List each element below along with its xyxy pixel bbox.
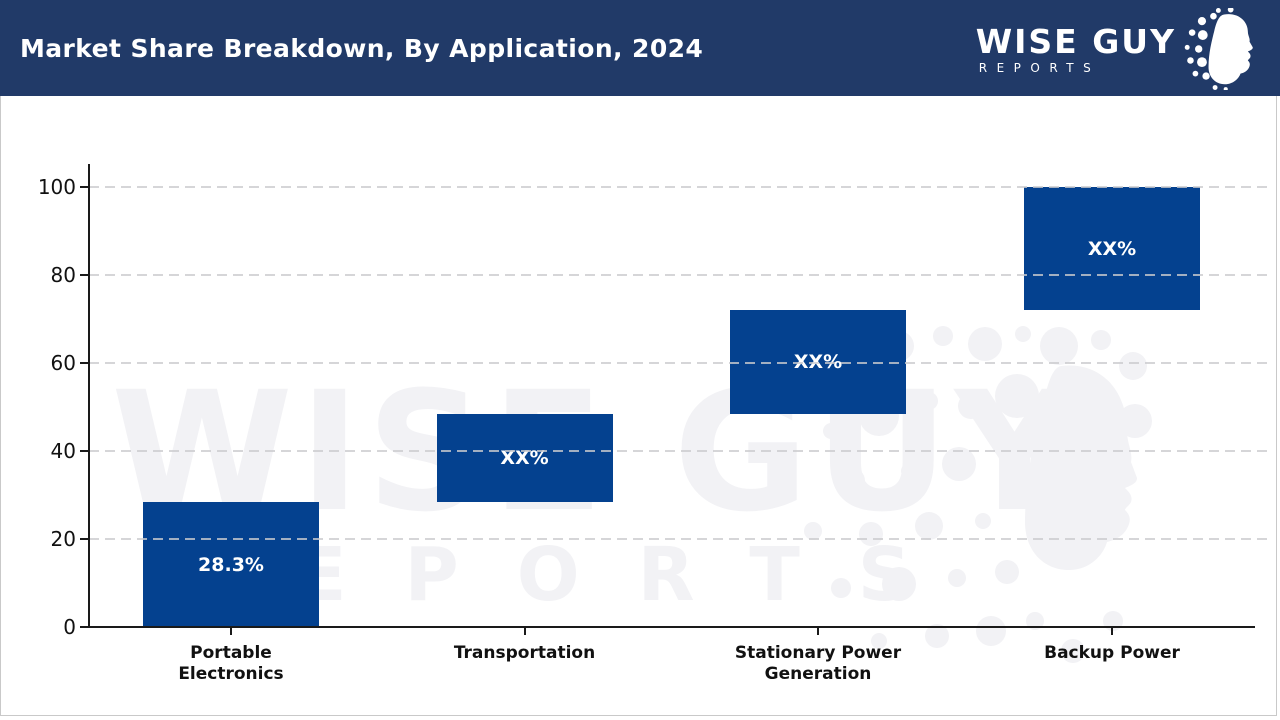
y-tick (80, 626, 89, 628)
chart-area: WISE GUY REPORTS (0, 96, 1277, 716)
y-tick-label: 80 (50, 263, 76, 287)
brand-logo-text: WISE GUY REPORTS (976, 25, 1176, 74)
bar-value-label: 28.3% (198, 553, 264, 576)
bar-value-label: XX% (500, 447, 549, 470)
x-category-label: Stationary Power Generation (698, 643, 938, 685)
x-category-label-line: Electronics (178, 664, 284, 684)
y-tick-label: 40 (50, 439, 76, 463)
x-tick (230, 628, 232, 635)
x-category-label: Transportation (405, 643, 645, 664)
waterfall-bar: XX% (436, 413, 613, 503)
x-tick (523, 628, 526, 635)
y-axis-line (88, 164, 90, 628)
gridline (89, 274, 1273, 276)
x-category-label: Portable Electronics (111, 643, 351, 685)
y-tick-label: 0 (63, 615, 76, 639)
y-tick (80, 186, 89, 188)
x-tick (1111, 628, 1113, 635)
waterfall-bar: XX% (1024, 187, 1200, 311)
watermark-face-icon (798, 326, 1152, 663)
x-category-label: Backup Power (992, 643, 1232, 664)
x-category-label-line: Generation (764, 664, 872, 684)
x-tick (817, 628, 819, 635)
x-category-label-line: Transportation (453, 643, 596, 663)
bar-value-label: XX% (1087, 237, 1137, 260)
brand-logo: WISE GUY REPORTS (976, 8, 1262, 90)
y-tick (80, 362, 89, 364)
logo-face-icon (1184, 8, 1253, 90)
bar-value-label: XX% (793, 350, 843, 373)
waterfall-bar: XX% (730, 310, 906, 414)
y-tick-label: 60 (50, 351, 76, 375)
y-tick-label: 20 (50, 527, 76, 551)
brand-name: WISE GUY (975, 21, 1176, 61)
gridline (89, 362, 1273, 364)
header-bar: Market Share Breakdown, By Application, … (0, 0, 1280, 96)
x-category-label-line: Stationary Power (734, 643, 902, 663)
y-tick (80, 450, 89, 452)
y-tick (80, 538, 89, 540)
y-tick-label: 100 (37, 175, 76, 199)
gridline (89, 450, 1273, 452)
x-axis-line (88, 626, 1255, 628)
y-tick (80, 274, 89, 276)
gridline (89, 186, 1273, 188)
waterfall-bar: 28.3% (143, 502, 319, 627)
x-category-label-line: Portable (190, 643, 272, 663)
gridline (89, 538, 1273, 540)
chart-title: Market Share Breakdown, By Application, … (20, 33, 704, 63)
brand-subtitle: REPORTS (978, 60, 1101, 75)
x-category-label-line: Backup Power (1044, 643, 1180, 663)
